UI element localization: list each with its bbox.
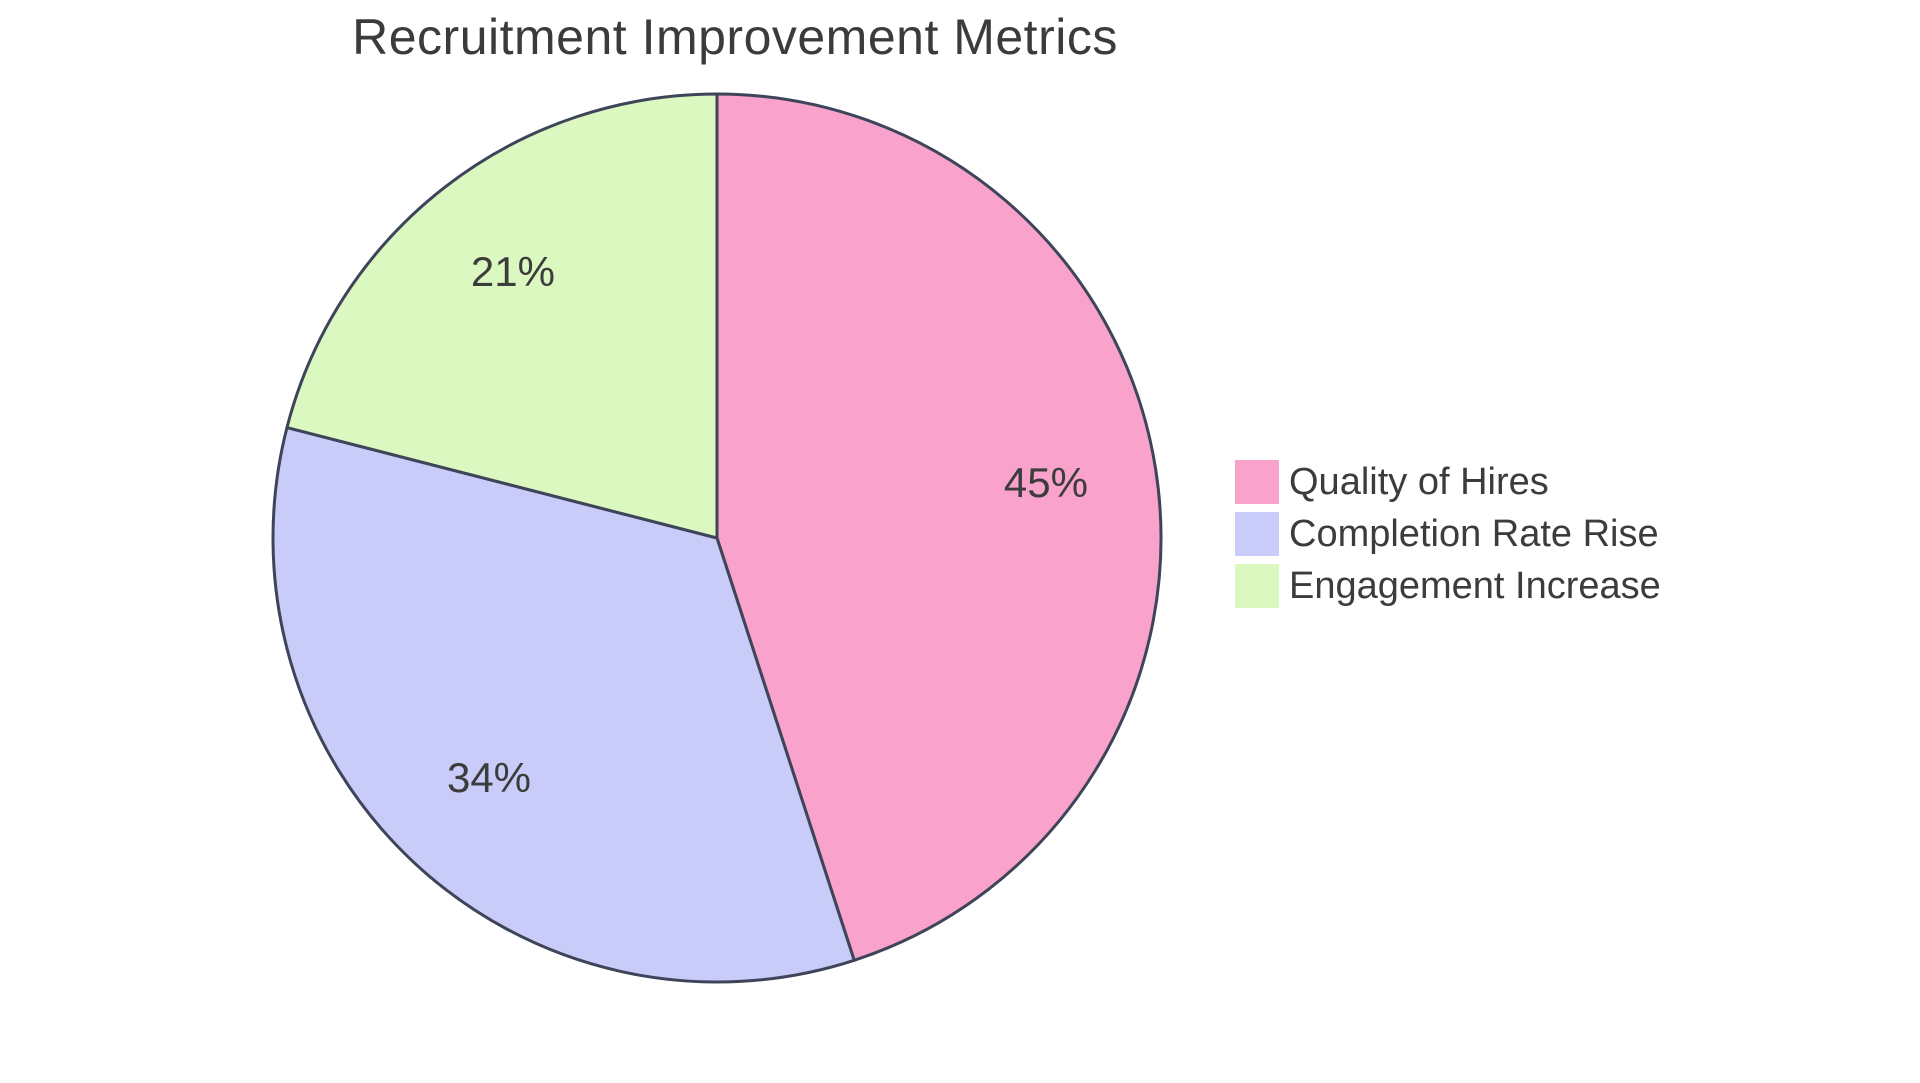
legend-label: Engagement Increase	[1289, 564, 1661, 607]
pie-slice-completion-rate-rise	[271, 426, 856, 984]
slice-percent-label: 45%	[1004, 459, 1088, 506]
pie-slice-quality-of-hires	[715, 92, 1163, 962]
pie-slice-engagement-increase	[285, 92, 719, 540]
legend-item: Completion Rate Rise	[1235, 512, 1661, 556]
legend-swatch	[1235, 564, 1279, 608]
legend-swatch	[1235, 512, 1279, 556]
legend-item: Quality of Hires	[1235, 460, 1661, 504]
legend-item: Engagement Increase	[1235, 564, 1661, 608]
slice-percent-label: 21%	[471, 248, 555, 295]
legend-label: Quality of Hires	[1289, 460, 1549, 503]
slice-percent-label: 34%	[447, 754, 531, 801]
legend-label: Completion Rate Rise	[1289, 512, 1659, 555]
legend-swatch	[1235, 460, 1279, 504]
legend: Quality of Hires Completion Rate Rise Enga…	[1235, 460, 1661, 608]
chart-title: Recruitment Improvement Metrics	[352, 9, 1118, 65]
